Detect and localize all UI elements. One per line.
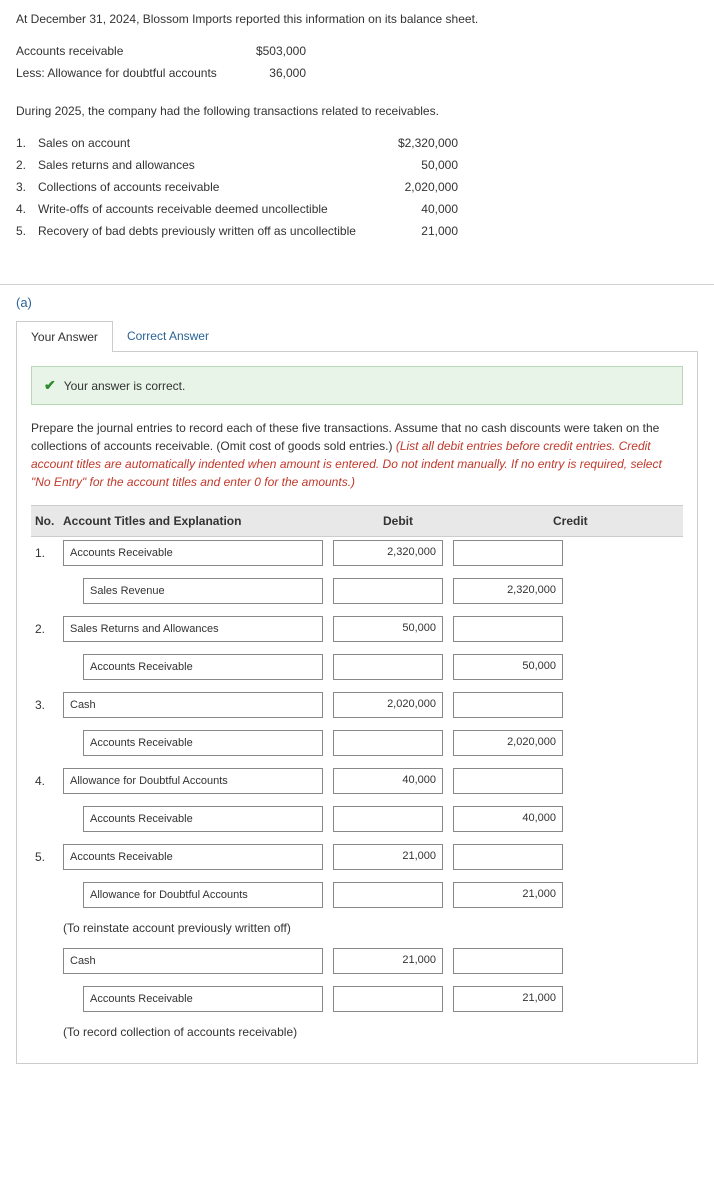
entry-number: 1. (35, 546, 63, 560)
balance-value: 36,000 (226, 66, 306, 80)
journal-row: Cash 21,000 (31, 945, 683, 977)
trans-label: Sales returns and allowances (38, 158, 358, 172)
debit-input[interactable]: 2,020,000 (333, 692, 443, 718)
entry-number: 4. (35, 774, 63, 788)
account-title-input[interactable]: Allowance for Doubtful Accounts (83, 882, 323, 908)
journal-row: 4.Allowance for Doubtful Accounts 40,000 (31, 765, 683, 797)
account-title-input[interactable]: Cash (63, 692, 323, 718)
credit-input[interactable] (453, 616, 563, 642)
journal-row: Accounts Receivable 40,000 (31, 803, 683, 835)
journal-row: 1.Accounts Receivable 2,320,000 (31, 537, 683, 569)
trans-value: $2,320,000 (358, 136, 458, 150)
account-title-input[interactable]: Sales Revenue (83, 578, 323, 604)
credit-input[interactable]: 2,320,000 (453, 578, 563, 604)
debit-input[interactable]: 40,000 (333, 768, 443, 794)
journal-row: Accounts Receivable 21,000 (31, 983, 683, 1015)
credit-input[interactable]: 50,000 (453, 654, 563, 680)
journal-row: Sales Revenue 2,320,000 (31, 575, 683, 607)
credit-input[interactable]: 21,000 (453, 882, 563, 908)
debit-input[interactable] (333, 578, 443, 604)
credit-input[interactable]: 40,000 (453, 806, 563, 832)
balance-value: $503,000 (226, 44, 306, 58)
journal-row: 2.Sales Returns and Allowances 50,000 (31, 613, 683, 645)
debit-input[interactable] (333, 806, 443, 832)
journal-row: Accounts Receivable 2,020,000 (31, 727, 683, 759)
header-debit: Debit (333, 514, 493, 528)
journal-row: 3.Cash 2,020,000 (31, 689, 683, 721)
account-title-input[interactable]: Accounts Receivable (83, 654, 323, 680)
trans-num: 1. (16, 136, 38, 150)
account-title-input[interactable]: Sales Returns and Allowances (63, 616, 323, 642)
journal-header: No. Account Titles and Explanation Debit… (31, 505, 683, 537)
debit-input[interactable] (333, 986, 443, 1012)
entry-number: 2. (35, 622, 63, 636)
trans-num: 5. (16, 224, 38, 238)
trans-num: 3. (16, 180, 38, 194)
balance-label: Less: Allowance for doubtful accounts (16, 66, 226, 80)
trans-value: 50,000 (358, 158, 458, 172)
part-label: (a) (0, 285, 714, 314)
debit-input[interactable] (333, 654, 443, 680)
journal-table: No. Account Titles and Explanation Debit… (31, 505, 683, 1049)
credit-input[interactable] (453, 844, 563, 870)
transactions-intro: During 2025, the company had the followi… (16, 104, 698, 118)
account-title-input[interactable]: Cash (63, 948, 323, 974)
debit-input[interactable]: 50,000 (333, 616, 443, 642)
instructions: Prepare the journal entries to record ea… (31, 419, 683, 491)
transactions-list: 1.Sales on account$2,320,000 2.Sales ret… (16, 132, 698, 242)
credit-input[interactable] (453, 692, 563, 718)
account-title-input[interactable]: Allowance for Doubtful Accounts (63, 768, 323, 794)
debit-input[interactable] (333, 882, 443, 908)
correct-message: Your answer is correct. (64, 379, 186, 393)
tab-correct-answer[interactable]: Correct Answer (112, 320, 224, 351)
journal-row: 5.Accounts Receivable 21,000 (31, 841, 683, 873)
trans-num: 4. (16, 202, 38, 216)
header-no: No. (35, 514, 63, 528)
journal-row: Accounts Receivable 50,000 (31, 651, 683, 683)
header-credit: Credit (493, 514, 653, 528)
answer-panel: ✔ Your answer is correct. Prepare the jo… (16, 352, 698, 1064)
trans-value: 2,020,000 (358, 180, 458, 194)
check-icon: ✔ (44, 377, 56, 394)
credit-input[interactable] (453, 948, 563, 974)
trans-label: Collections of accounts receivable (38, 180, 358, 194)
account-title-input[interactable]: Accounts Receivable (83, 806, 323, 832)
debit-input[interactable]: 21,000 (333, 948, 443, 974)
intro-text: At December 31, 2024, Blossom Imports re… (16, 12, 698, 26)
credit-input[interactable] (453, 768, 563, 794)
entry-description: (To reinstate account previously written… (31, 917, 683, 945)
credit-input[interactable]: 2,020,000 (453, 730, 563, 756)
account-title-input[interactable]: Accounts Receivable (63, 844, 323, 870)
trans-num: 2. (16, 158, 38, 172)
header-account: Account Titles and Explanation (63, 514, 333, 528)
account-title-input[interactable]: Accounts Receivable (83, 986, 323, 1012)
debit-input[interactable]: 21,000 (333, 844, 443, 870)
debit-input[interactable] (333, 730, 443, 756)
trans-value: 40,000 (358, 202, 458, 216)
credit-input[interactable]: 21,000 (453, 986, 563, 1012)
trans-value: 21,000 (358, 224, 458, 238)
balance-sheet-table: Accounts receivable $503,000 Less: Allow… (16, 40, 698, 84)
debit-input[interactable]: 2,320,000 (333, 540, 443, 566)
entry-description: (To record collection of accounts receiv… (31, 1021, 683, 1049)
tabs: Your Answer Correct Answer (16, 320, 698, 352)
trans-label: Recovery of bad debts previously written… (38, 224, 358, 238)
balance-label: Accounts receivable (16, 44, 226, 58)
entry-number: 3. (35, 698, 63, 712)
credit-input[interactable] (453, 540, 563, 566)
correct-banner: ✔ Your answer is correct. (31, 366, 683, 405)
journal-row: Allowance for Doubtful Accounts 21,000 (31, 879, 683, 911)
entry-number: 5. (35, 850, 63, 864)
trans-label: Write-offs of accounts receivable deemed… (38, 202, 358, 216)
account-title-input[interactable]: Accounts Receivable (83, 730, 323, 756)
trans-label: Sales on account (38, 136, 358, 150)
tab-your-answer[interactable]: Your Answer (16, 321, 113, 352)
account-title-input[interactable]: Accounts Receivable (63, 540, 323, 566)
